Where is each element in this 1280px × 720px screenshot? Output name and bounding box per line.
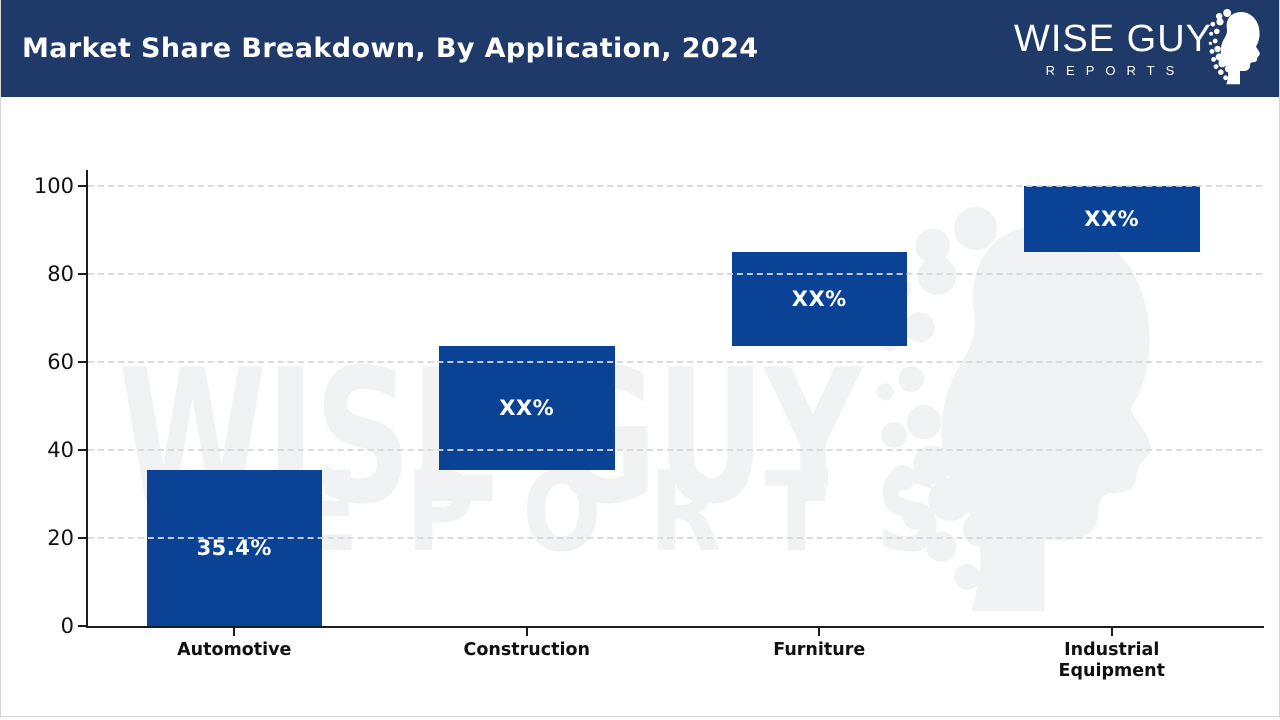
gridline <box>88 449 1262 451</box>
page-title: Market Share Breakdown, By Application, … <box>22 33 759 64</box>
bar-value-label: XX% <box>499 396 555 421</box>
logo-subtitle: REPORTS <box>1045 62 1186 78</box>
y-tick-label: 60 <box>47 350 74 374</box>
y-tick <box>78 361 86 363</box>
y-tick-label: 40 <box>47 438 74 462</box>
y-tick <box>78 537 86 539</box>
logo-wordmark: WISE GUY <box>1013 17 1212 60</box>
header-bar: Market Share Breakdown, By Application, … <box>0 0 1280 97</box>
bar-value-label: 35.4% <box>196 536 272 561</box>
bar-furniture: XX% <box>731 252 907 347</box>
y-tick-label: 100 <box>33 174 74 198</box>
y-tick-label: 20 <box>47 526 74 550</box>
bar-value-label: XX% <box>791 287 847 312</box>
bar-automotive: 35.4% <box>146 470 322 626</box>
gridline <box>88 273 1262 275</box>
chart-area: WISE GUY REPORTS 35.4% Automotive XX% Const… <box>0 97 1280 717</box>
y-axis <box>86 170 88 628</box>
y-tick <box>78 625 86 627</box>
gridline <box>88 537 1262 539</box>
bar-value-label: XX% <box>1084 207 1140 231</box>
watermark-head-icon <box>868 207 1178 637</box>
x-category-label: Industrial Equipment <box>1058 640 1165 681</box>
x-category-label: Automotive <box>177 640 292 660</box>
wiseguy-head-icon <box>1206 9 1266 89</box>
gridline <box>88 185 1262 187</box>
logo-text: WISE GUY REPORTS <box>1014 20 1212 78</box>
y-tick-label: 80 <box>47 262 74 286</box>
x-tick <box>818 628 821 636</box>
x-category-label: Furniture <box>773 640 866 660</box>
x-category-label: Construction <box>463 640 590 660</box>
x-tick <box>233 628 236 636</box>
y-tick-label: 0 <box>60 614 74 638</box>
y-tick <box>78 273 86 275</box>
gridline <box>88 361 1262 363</box>
y-tick <box>78 449 86 451</box>
wiseguy-logo: WISE GUY REPORTS <box>1014 9 1266 89</box>
x-tick <box>525 628 528 636</box>
x-axis <box>86 626 1264 628</box>
y-tick <box>78 185 86 187</box>
bar-industrial-equipment: XX% <box>1024 186 1200 252</box>
x-tick <box>1110 628 1113 636</box>
bar-construction: XX% <box>439 346 615 471</box>
